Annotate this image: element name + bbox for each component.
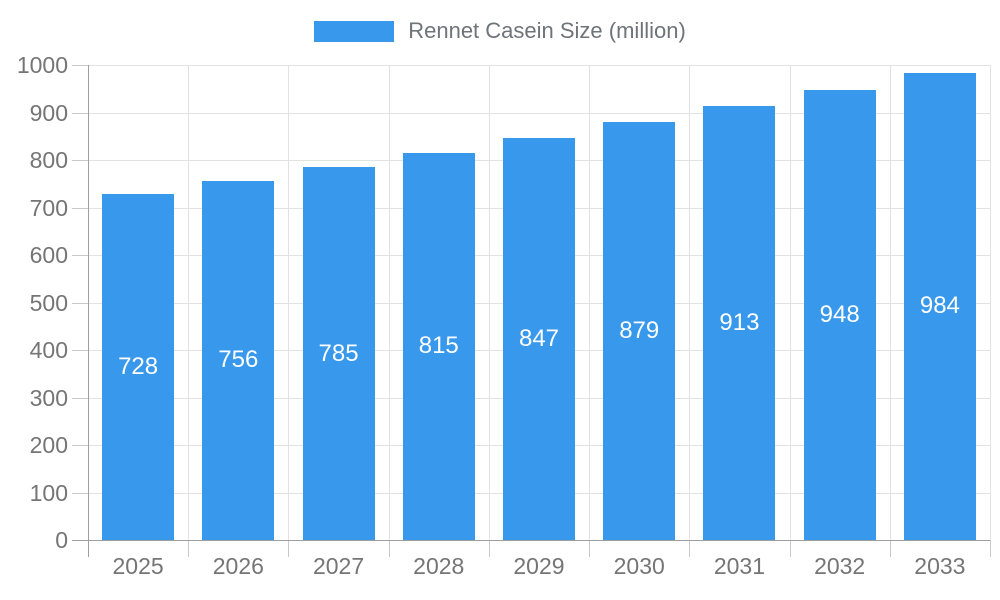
x-gridline	[589, 65, 591, 540]
x-gridline	[288, 65, 290, 540]
y-axis-tick-label: 800	[29, 147, 68, 173]
y-tick-mark	[72, 65, 88, 66]
y-tick-mark	[72, 302, 88, 304]
x-tick-mark	[689, 540, 691, 557]
bar-value-label: 785	[318, 339, 359, 367]
x-tick-mark	[488, 540, 490, 557]
x-gridline	[188, 65, 190, 540]
y-tick-mark	[72, 112, 88, 114]
y-tick-mark	[72, 397, 88, 399]
bar-2032[interactable]	[803, 89, 876, 540]
y-axis-tick-label: 1000	[16, 52, 68, 78]
y-axis-tick-label: 500	[29, 289, 68, 316]
bar-2027[interactable]	[302, 167, 375, 540]
y-axis-tick-label: 300	[29, 384, 68, 411]
x-axis-tick-label: 2025	[112, 553, 164, 579]
x-axis-tick-label: 2030	[613, 553, 665, 579]
bar-value-label: 984	[919, 292, 960, 320]
x-tick-mark	[889, 540, 891, 557]
x-gridline	[689, 65, 691, 540]
y-tick-mark	[72, 350, 88, 351]
legend-label: Rennet Casein Size (million)	[408, 18, 686, 43]
x-tick-mark	[388, 540, 390, 557]
bar-2025[interactable]	[102, 194, 175, 540]
x-axis-tick-label: 2032	[814, 553, 866, 579]
bar-2029[interactable]	[503, 137, 575, 540]
bar-value-label: 756	[218, 346, 259, 374]
x-tick-mark	[789, 540, 791, 557]
bar-value-label: 948	[819, 300, 860, 328]
x-axis-tick-label: 2031	[713, 553, 766, 579]
bar-value-label: 879	[619, 317, 660, 345]
y-gridline	[88, 65, 990, 66]
y-axis-tick-label: 100	[29, 479, 68, 506]
y-axis-tick-label: 0	[55, 527, 68, 553]
bar-2028[interactable]	[402, 152, 475, 540]
x-gridline	[388, 65, 390, 540]
x-gridline	[789, 65, 791, 540]
y-tick-mark	[72, 207, 88, 209]
x-tick-mark	[188, 540, 190, 557]
y-tick-mark	[72, 445, 88, 446]
y-tick-mark	[72, 160, 88, 161]
x-axis-tick-label: 2026	[212, 553, 264, 579]
x-tick-mark	[990, 540, 991, 557]
y-axis-tick-label: 700	[29, 194, 68, 221]
x-gridline	[488, 65, 490, 540]
y-tick-mark	[72, 492, 88, 494]
y-axis-tick-label: 600	[29, 242, 68, 268]
y-tick-mark	[72, 255, 88, 256]
y-gridline	[88, 112, 990, 114]
legend-color-swatch-icon	[314, 20, 395, 42]
x-gridline	[889, 65, 891, 540]
y-axis-tick-label: 200	[29, 432, 68, 458]
bar-value-label: 728	[118, 353, 159, 381]
bar-value-label: 847	[518, 324, 560, 352]
y-axis-tick-label: 400	[29, 337, 68, 363]
bar-2026[interactable]	[202, 180, 275, 540]
bar-2033[interactable]	[903, 72, 976, 540]
bar-2031[interactable]	[703, 106, 776, 540]
y-axis-tick-label: 900	[29, 99, 68, 126]
bar-value-label: 913	[719, 309, 760, 337]
x-axis-line	[72, 540, 990, 541]
x-axis-tick-label: 2029	[513, 553, 565, 579]
x-axis-tick-label: 2028	[413, 553, 465, 579]
y-axis-line	[88, 65, 89, 557]
bar-2030[interactable]	[603, 122, 676, 540]
x-axis-tick-label: 2033	[914, 553, 966, 579]
x-axis-tick-label: 2027	[312, 553, 365, 579]
legend[interactable]: Rennet Casein Size (million)	[0, 16, 1000, 46]
bar-value-label: 815	[418, 332, 459, 360]
x-tick-mark	[589, 540, 591, 557]
x-gridline	[990, 65, 991, 540]
x-tick-mark	[288, 540, 290, 557]
